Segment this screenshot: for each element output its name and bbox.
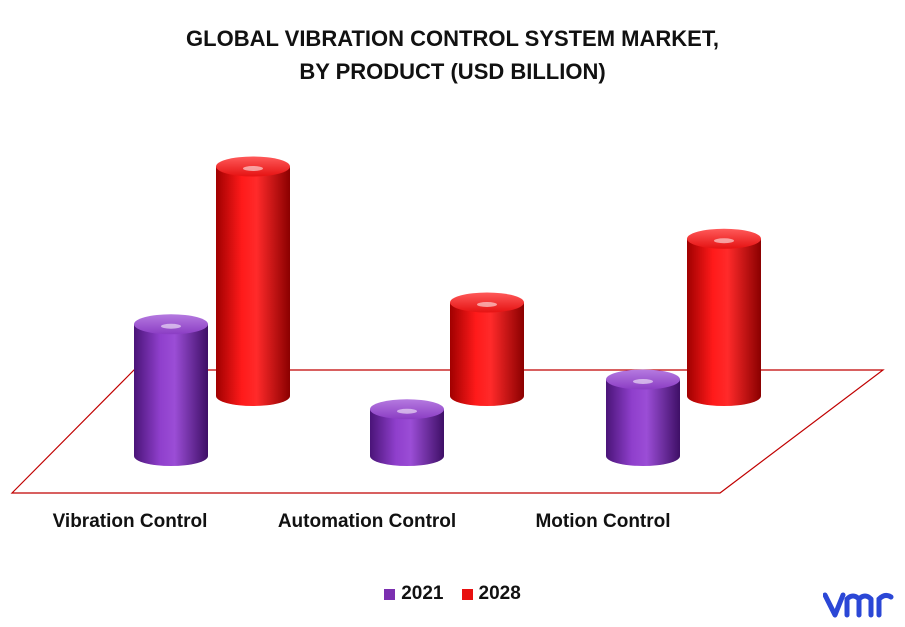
legend-item-2021: 2021: [384, 583, 444, 605]
bar-body: [687, 238, 761, 406]
bar-2028-motion-control: [687, 228, 761, 406]
bar-highlight: [397, 408, 417, 414]
bar-2021-vibration-control: [134, 314, 208, 466]
bar-2021-motion-control: [606, 369, 680, 466]
category-label-vibration-control: Vibration Control: [52, 511, 208, 532]
legend-swatch-2021: [384, 588, 396, 600]
chart-title: GLOBAL VIBRATION CONTROL SYSTEM MARKET, …: [0, 22, 905, 88]
bar-highlight: [633, 379, 653, 384]
legend-label-2028: 2028: [478, 583, 521, 604]
bar-highlight: [161, 323, 181, 329]
chart-title-line-2: BY PRODUCT (USD BILLION): [299, 59, 606, 84]
vmr-logo-icon: [823, 592, 894, 618]
bar-2028-vibration-control: [216, 156, 290, 406]
bar-body: [606, 379, 680, 466]
bar-highlight: [243, 166, 263, 171]
bar-2021-automation-control: [370, 399, 444, 466]
bar-body: [216, 166, 290, 406]
legend-label-2021: 2021: [401, 583, 444, 604]
legend: 2021 2028: [0, 583, 905, 605]
bar-highlight: [477, 302, 497, 307]
category-label-automation-control: Automation Control: [277, 511, 457, 532]
bar-highlight: [714, 238, 734, 244]
bars-layer: [134, 156, 761, 466]
category-label-motion-control: Motion Control: [535, 511, 671, 532]
chart-floor: [10, 369, 885, 494]
legend-item-2028: 2028: [461, 583, 521, 605]
chart-title-line-1: GLOBAL VIBRATION CONTROL SYSTEM MARKET,: [186, 26, 719, 51]
legend-swatch-2028: [461, 588, 473, 600]
bar-body: [134, 324, 208, 466]
bar-body: [370, 409, 444, 466]
bar-body: [450, 302, 524, 406]
bar-2028-automation-control: [450, 292, 524, 406]
